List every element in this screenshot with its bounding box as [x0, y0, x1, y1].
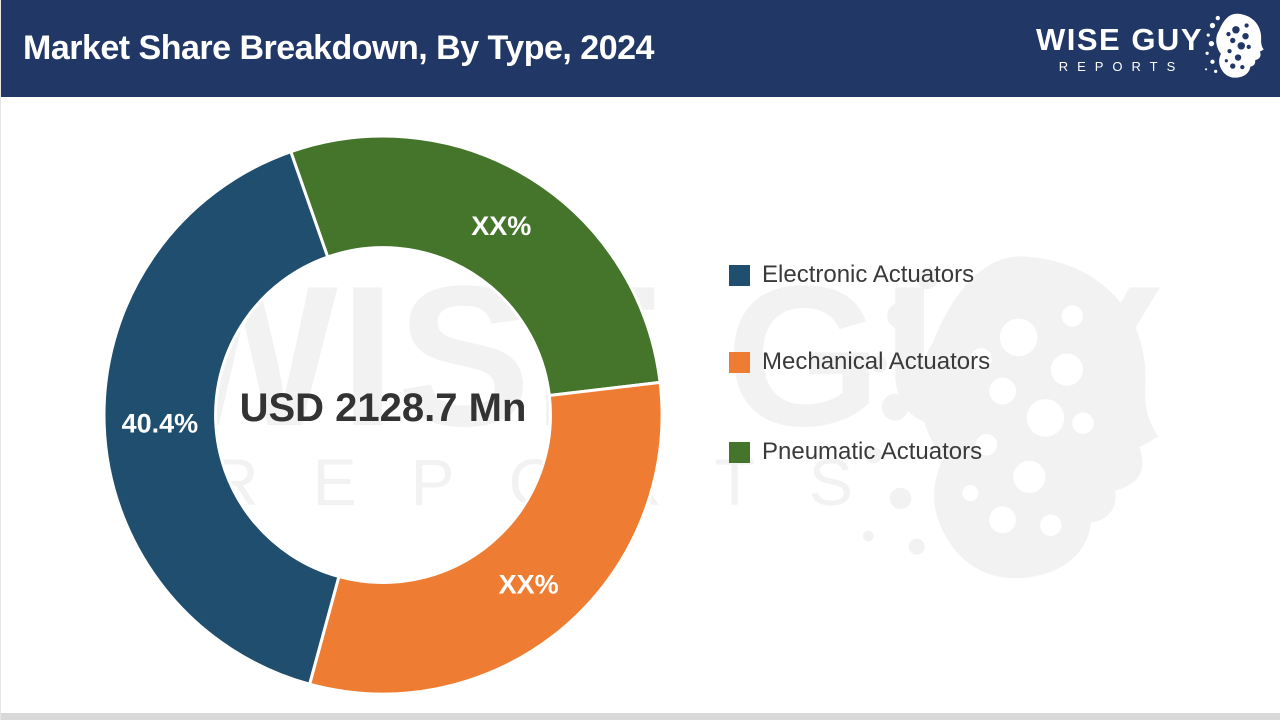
legend-label: Mechanical Actuators — [762, 348, 991, 375]
slice-label: XX% — [471, 211, 531, 241]
legend-item-electronic-actuators: Electronic Actuators — [729, 261, 975, 288]
logo-wordmark: WISE GUY — [1035, 21, 1203, 57]
wise-guy-reports-logo: WISE GUY REPORTS — [1036, 7, 1269, 91]
dotted-head-logo-icon — [1205, 9, 1269, 89]
chart-area: WISE GUY REPORTS XX%XX%40.4% USD 2128.7 … — [1, 97, 1280, 713]
donut-chart: XX% XX% 40.4% — [102, 134, 664, 696]
donut-center-value: USD 2128.7 Mn — [239, 386, 527, 430]
donut-slice-pneumatic-actuators — [289, 134, 662, 397]
donut-slice-mechanical-actuators — [308, 380, 664, 696]
chart-legend: Electronic Actuators Mechanical Actuator… — [729, 97, 1149, 713]
header-bar: Market Share Breakdown, By Type, 2024 WI… — [1, 0, 1280, 97]
footer-bar — [1, 713, 1280, 720]
legend-item-pneumatic-actuators: Pneumatic Actuators — [729, 438, 983, 465]
donut-slice-electronic-actuators — [102, 150, 341, 686]
page-title: Market Share Breakdown, By Type, 2024 — [23, 29, 654, 67]
slice-label: 40.4% — [122, 408, 199, 438]
logo-text: WISE GUY REPORTS — [1035, 21, 1203, 75]
legend-label: Electronic Actuators — [762, 261, 975, 288]
legend-swatch-icon — [729, 264, 750, 286]
slice-label: XX% — [499, 570, 559, 600]
legend-item-mechanical-actuators: Mechanical Actuators — [729, 348, 991, 375]
legend-swatch-icon — [729, 441, 750, 463]
logo-subtitle: REPORTS — [1058, 59, 1185, 75]
legend-swatch-icon — [729, 351, 750, 373]
legend-label: Pneumatic Actuators — [762, 438, 983, 465]
